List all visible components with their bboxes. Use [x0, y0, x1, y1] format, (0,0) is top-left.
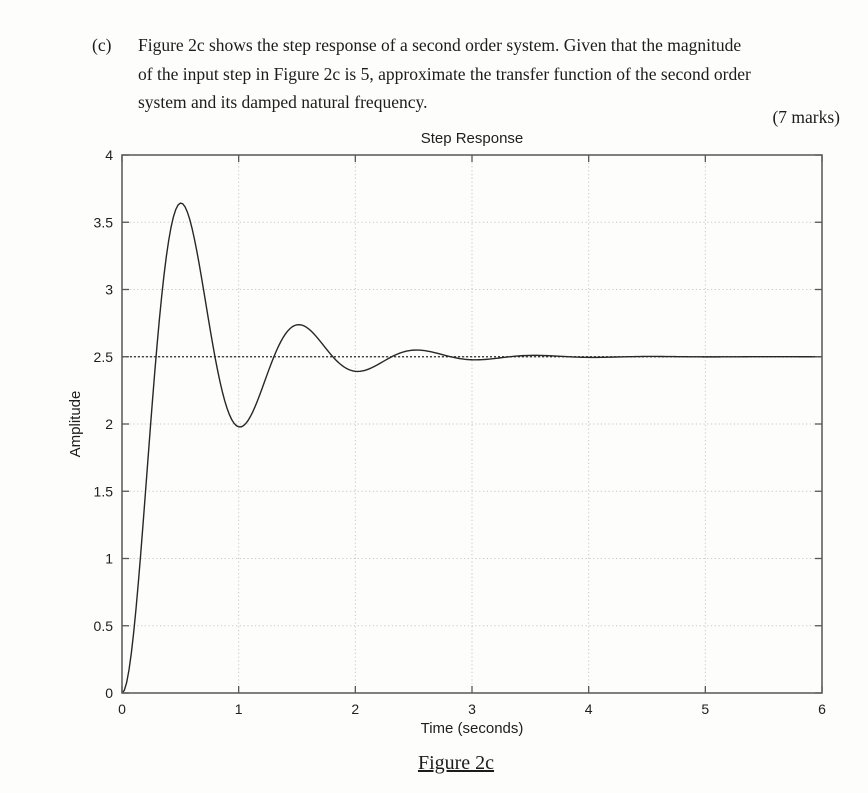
chart-title: Step Response — [421, 130, 524, 147]
question-line-2: of the input step in Figure 2c is 5, app… — [138, 63, 751, 84]
step-response-chart: Step Response Time (seconds) Amplitude 0… — [67, 130, 827, 737]
y-tick-label: 3 — [105, 282, 113, 298]
x-tick-label: 2 — [351, 701, 359, 717]
y-tick-label: 0.5 — [94, 618, 114, 634]
question-part-label: (c) — [92, 35, 112, 55]
figure-caption: Figure 2c — [417, 752, 495, 774]
response-curve — [121, 202, 823, 694]
y-axis-label: Amplitude — [67, 391, 84, 458]
y-tick-label: 1.5 — [94, 483, 114, 499]
y-tick-label: 2.5 — [94, 349, 114, 365]
y-tick-label: 0 — [105, 685, 113, 701]
y-tick-label: 4 — [105, 147, 113, 163]
y-tick-label: 1 — [105, 551, 113, 567]
x-tick-label: 1 — [235, 701, 243, 717]
plot-area: 0 1 2 3 4 5 6 0 0.5 1 1.5 2 2.5 3 3.5 4 — [94, 147, 827, 717]
x-tick-label: 0 — [118, 701, 126, 717]
y-tick-label: 2 — [105, 416, 113, 432]
x-tick-label: 4 — [585, 701, 593, 717]
x-tick-label: 5 — [701, 701, 709, 717]
question-line-3: system and its damped natural frequency. — [138, 92, 428, 112]
x-tick-label: 3 — [468, 701, 476, 717]
question-line-1: Figure 2c shows the step response of a s… — [138, 35, 742, 55]
x-axis-label: Time (seconds) — [421, 720, 524, 737]
x-tick-label: 6 — [818, 701, 826, 717]
marks-label: (7 marks) — [772, 107, 840, 127]
y-tick-label: 3.5 — [94, 214, 114, 230]
question-text: Figure 2c shows the step response of a s… — [138, 31, 853, 117]
